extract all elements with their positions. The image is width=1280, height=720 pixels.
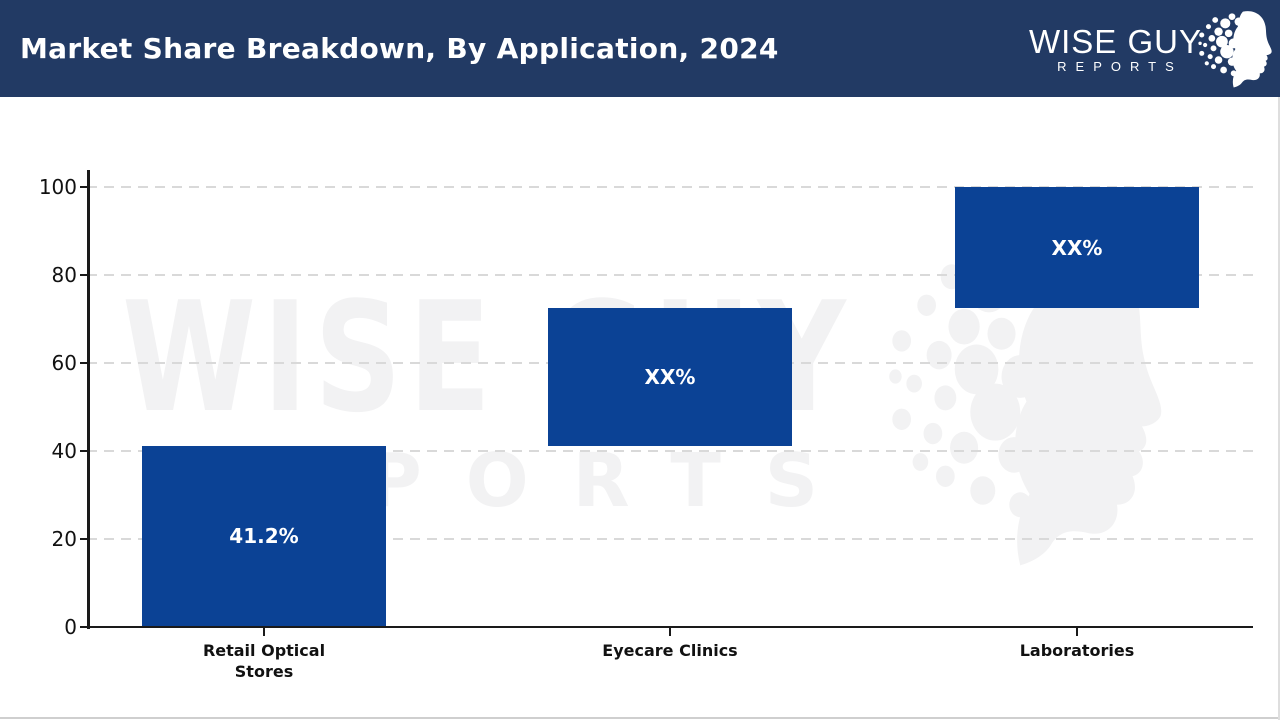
y-tick-label: 20 [51, 527, 77, 551]
x-tick-mark [1075, 628, 1079, 636]
logo-wordmark: WISE GUY [1028, 22, 1202, 60]
x-tick-mark [668, 628, 672, 636]
y-axis-line [87, 170, 90, 629]
gridline [87, 274, 1253, 276]
bottom-border-line [0, 717, 1280, 719]
y-tick-mark [80, 625, 89, 629]
x-tick-label: Eyecare Clinics [602, 641, 738, 660]
y-tick-label: 40 [51, 439, 77, 463]
bar: XX% [548, 308, 792, 446]
gridline [87, 538, 1253, 540]
chart-title: Market Share Breakdown, By Application, … [20, 32, 779, 65]
x-axis-line [87, 625, 1253, 628]
bar: XX% [955, 187, 1199, 309]
dotted-face-icon [1198, 10, 1272, 87]
x-tick-label: Laboratories [1019, 641, 1135, 660]
y-tick-label: 0 [64, 615, 77, 639]
y-tick-label: 100 [38, 175, 77, 199]
bar: 41.2% [142, 445, 386, 627]
logo-text: WISE GUY REPORTS [1028, 22, 1202, 75]
y-tick-label: 80 [51, 263, 77, 287]
y-tick-mark [80, 449, 89, 453]
y-tick-mark [80, 537, 89, 541]
y-tick-mark [80, 361, 89, 365]
bar-value-label: XX% [644, 365, 696, 390]
bar-value-label: 41.2% [229, 524, 299, 549]
header-bar: Market Share Breakdown, By Application, … [0, 0, 1280, 97]
logo-subtitle: REPORTS [1057, 58, 1183, 74]
gridline [87, 186, 1253, 188]
wise-guy-reports-logo: WISE GUY REPORTS [1029, 10, 1274, 90]
y-tick-mark [80, 273, 89, 277]
x-tick-label: Retail Optical Stores [202, 641, 326, 681]
y-tick-label: 60 [51, 351, 77, 375]
y-tick-mark [80, 185, 89, 189]
x-tick-mark [262, 628, 266, 636]
gridline [87, 450, 1253, 452]
right-border-line [1278, 97, 1280, 720]
bar-value-label: XX% [1051, 235, 1103, 260]
